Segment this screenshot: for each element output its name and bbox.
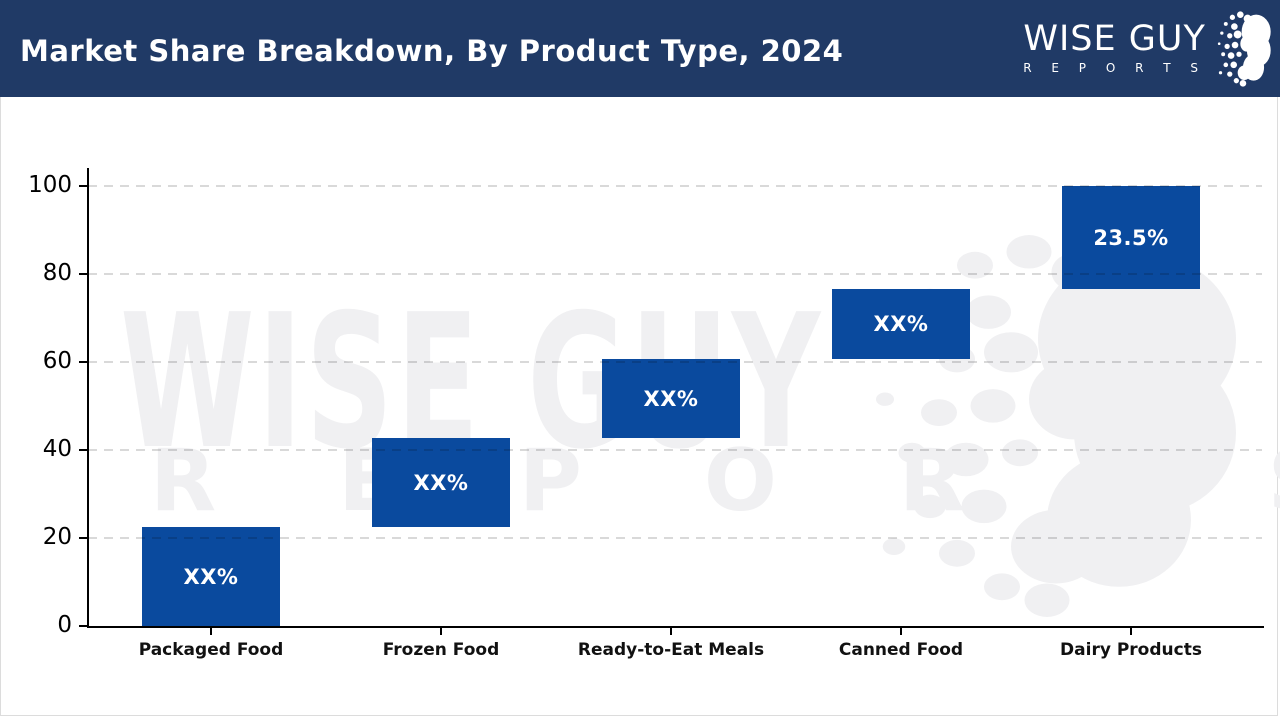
y-axis-tick-label: 0 bbox=[57, 612, 72, 638]
x-axis-label: Frozen Food bbox=[382, 640, 500, 660]
gridline bbox=[88, 449, 1262, 451]
bar: XX% bbox=[372, 438, 510, 528]
x-axis-tick bbox=[210, 628, 212, 635]
bar-value-label: XX% bbox=[183, 564, 239, 589]
y-axis-tick bbox=[79, 273, 87, 275]
y-axis-tick bbox=[79, 537, 87, 539]
page-title: Market Share Breakdown, By Product Type,… bbox=[20, 34, 844, 68]
wiseguy-face-icon bbox=[1217, 11, 1271, 87]
gridline bbox=[88, 537, 1262, 539]
y-axis-tick-label: 80 bbox=[42, 260, 72, 286]
y-axis-tick-label: 100 bbox=[28, 172, 72, 198]
x-axis-label: Dairy Products bbox=[1060, 640, 1202, 660]
header-bar: Market Share Breakdown, By Product Type,… bbox=[0, 0, 1280, 97]
x-axis-label: Ready-to-Eat Meals bbox=[577, 640, 765, 660]
x-axis-tick bbox=[1130, 628, 1132, 635]
bar-value-label: 23.5% bbox=[1093, 225, 1169, 250]
x-axis-label: Packaged Food bbox=[138, 640, 284, 660]
x-axis-tick bbox=[900, 628, 902, 635]
bar: XX% bbox=[602, 358, 740, 439]
gridline bbox=[88, 185, 1262, 187]
wiseguy-logo: WISE GUY R E P O R T S bbox=[1023, 19, 1206, 76]
gridline bbox=[88, 361, 1262, 363]
logo-wordmark: WISE GUY bbox=[1023, 19, 1206, 59]
bar: 23.5% bbox=[1062, 186, 1200, 290]
y-axis-tick bbox=[79, 449, 87, 451]
y-axis-tick-label: 20 bbox=[42, 524, 72, 550]
bar: XX% bbox=[142, 527, 280, 626]
logo-subtitle: R E P O R T S bbox=[1023, 61, 1206, 75]
bar: XX% bbox=[832, 289, 970, 359]
y-axis-tick-label: 40 bbox=[42, 436, 72, 462]
y-axis-tick bbox=[79, 185, 87, 187]
y-axis-line bbox=[87, 168, 89, 628]
bar-value-label: XX% bbox=[643, 386, 699, 411]
y-axis-tick-label: 60 bbox=[42, 348, 72, 374]
y-axis-tick bbox=[79, 625, 87, 627]
gridline bbox=[88, 273, 1262, 275]
x-axis-line bbox=[87, 626, 1264, 628]
bar-value-label: XX% bbox=[413, 470, 469, 495]
x-axis-label: Canned Food bbox=[838, 640, 964, 660]
x-axis-tick bbox=[440, 628, 442, 635]
x-axis-tick bbox=[670, 628, 672, 635]
y-axis-tick bbox=[79, 361, 87, 363]
bar-value-label: XX% bbox=[873, 312, 929, 337]
